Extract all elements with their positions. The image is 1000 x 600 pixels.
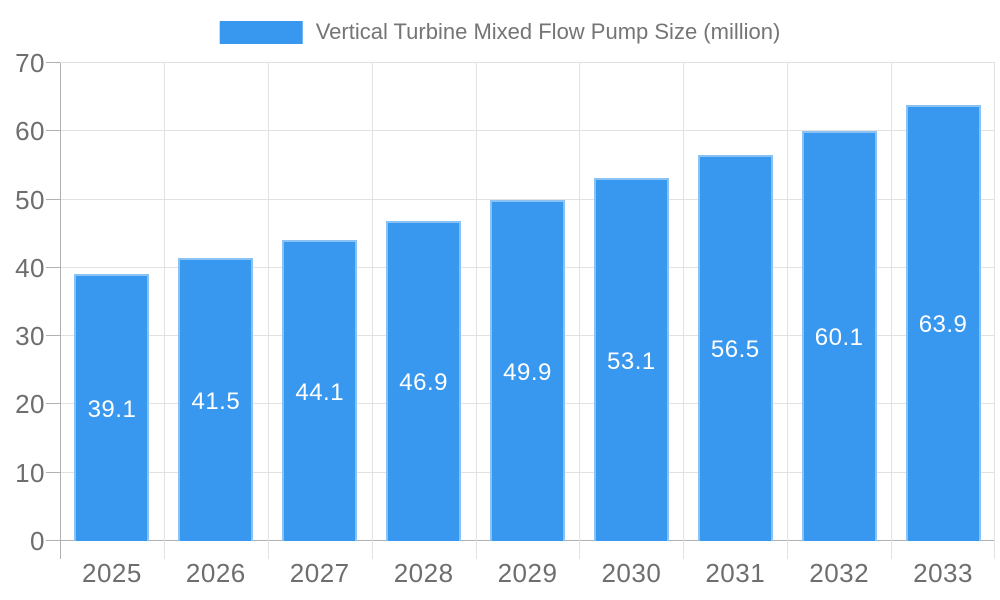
x-axis-label: 2031: [705, 558, 766, 588]
y-axis-label: 50: [15, 184, 45, 215]
gridline-vertical: [475, 63, 477, 559]
bar-value-label: 46.9: [399, 369, 448, 396]
gridline-horizontal: [60, 198, 995, 200]
x-axis-label: 2033: [913, 558, 973, 588]
x-axis-label: 2027: [289, 558, 350, 588]
x-axis-label: 2029: [497, 558, 558, 588]
y-axis-tick: [46, 130, 60, 132]
x-axis-label: 2026: [185, 558, 246, 588]
bar-value-label: 39.1: [87, 395, 137, 423]
bar-2026[interactable]: 41.5: [178, 258, 254, 541]
x-axis-label: 2025: [82, 558, 142, 588]
x-axis-label: 2030: [601, 558, 662, 588]
y-axis-label: 0: [30, 526, 45, 556]
bar-value-label: 49.9: [503, 358, 552, 386]
x-axis-label: 2032: [809, 558, 870, 588]
gridline-vertical: [787, 63, 789, 559]
gridline-vertical: [579, 63, 581, 559]
bar-2025[interactable]: 39.1: [74, 274, 150, 541]
gridline-vertical: [891, 63, 893, 559]
gridline-vertical: [163, 63, 165, 559]
bar-value-label: 44.1: [295, 378, 345, 406]
bar-value-label: 63.9: [918, 311, 968, 338]
legend-label: Vertical Turbine Mixed Flow Pump Size (m…: [315, 19, 781, 44]
y-axis-tick: [46, 403, 60, 405]
y-axis-tick: [46, 266, 60, 268]
bar-2032[interactable]: 60.1: [801, 131, 877, 541]
bar-value-label: 56.5: [710, 336, 760, 363]
y-axis-label: 10: [15, 457, 45, 488]
bar-value-label: 53.1: [607, 347, 656, 375]
bar-value-label: 41.5: [191, 387, 241, 415]
y-axis-line: [60, 63, 61, 559]
gridline-horizontal: [60, 62, 995, 63]
y-axis-tick: [46, 62, 60, 63]
legend-swatch-icon: [219, 20, 303, 44]
gridline-vertical: [683, 63, 685, 559]
bar-2029[interactable]: 49.9: [490, 200, 565, 541]
bar-value-label: 60.1: [814, 324, 864, 351]
gridline-horizontal: [60, 130, 995, 132]
y-axis-label: 40: [15, 252, 45, 283]
gridline-vertical: [267, 63, 269, 559]
bar-2033[interactable]: 63.9: [905, 105, 981, 541]
y-axis-tick: [46, 471, 60, 473]
bar-2031[interactable]: 56.5: [697, 155, 773, 541]
y-axis-tick: [46, 335, 60, 337]
x-axis-label: 2028: [393, 558, 454, 588]
gridline-vertical: [994, 63, 995, 559]
legend-item[interactable]: Vertical Turbine Mixed Flow Pump Size (m…: [219, 19, 781, 45]
bar-2028[interactable]: 46.9: [386, 221, 462, 541]
bar-2030[interactable]: 53.1: [593, 178, 669, 541]
bar-2027[interactable]: 44.1: [282, 240, 358, 541]
y-axis-tick: [46, 198, 60, 200]
y-axis-label: 60: [15, 116, 45, 147]
gridline-vertical: [371, 63, 373, 559]
y-axis-label: 20: [15, 389, 45, 420]
y-axis-label: 30: [15, 321, 45, 352]
y-axis-label: 70: [15, 48, 45, 78]
